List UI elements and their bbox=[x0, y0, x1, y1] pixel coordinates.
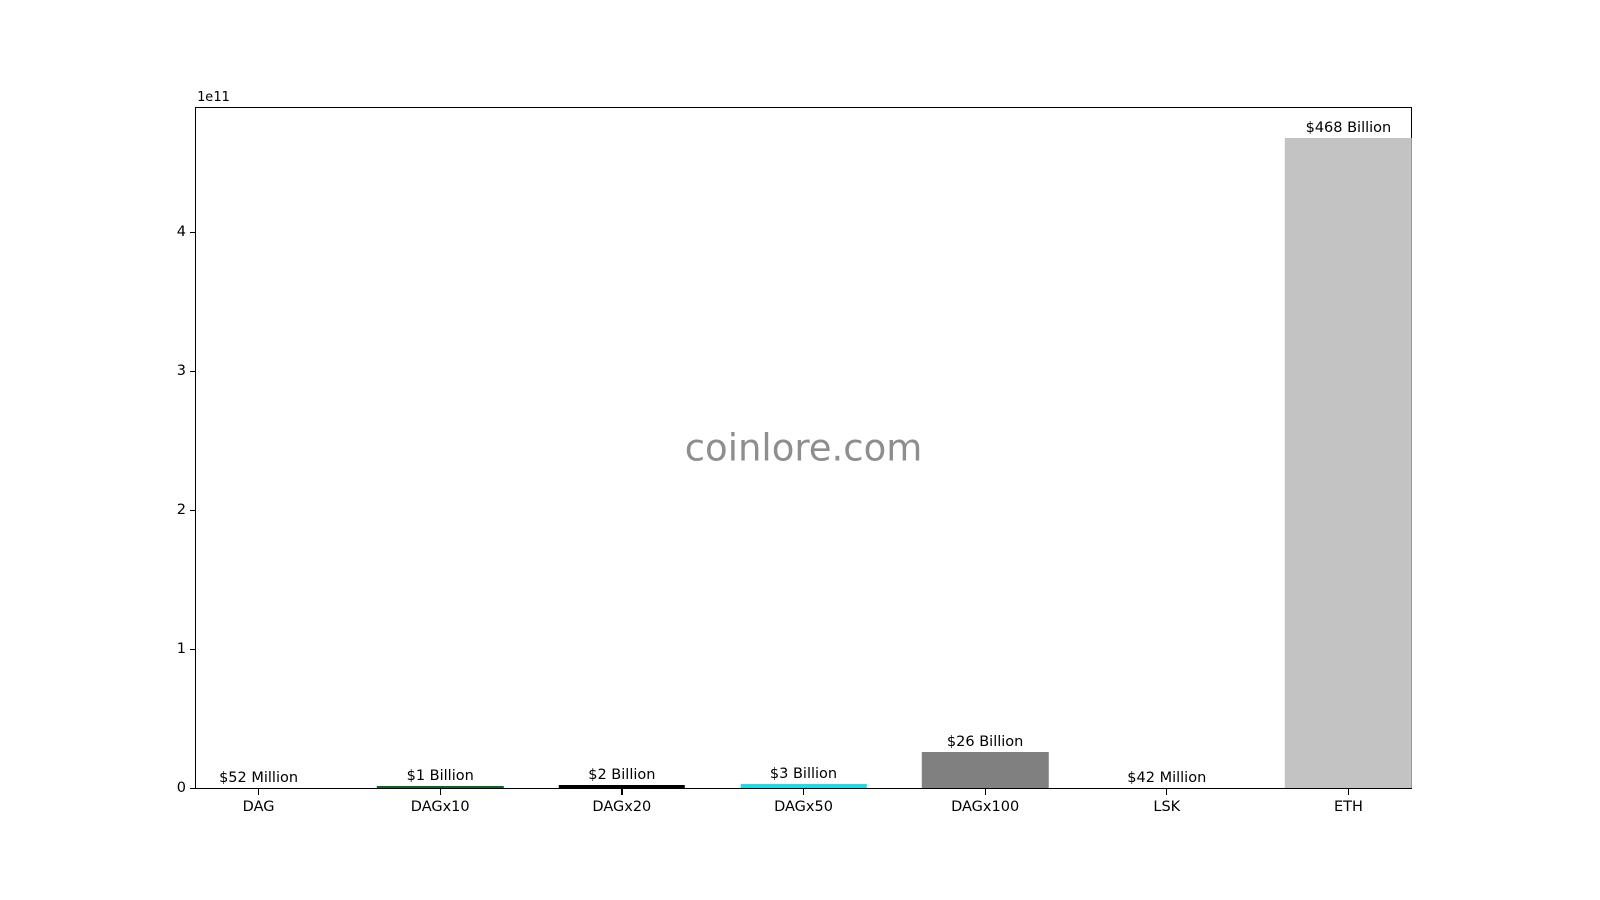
x-tick-label-lsk: LSK bbox=[1153, 799, 1181, 815]
x-tick-mark bbox=[802, 789, 805, 795]
bar-value-label-dag: $52 Million bbox=[219, 769, 299, 786]
y-tick-mark bbox=[190, 648, 195, 651]
bar-dagx20[interactable]: $2 Billion bbox=[558, 767, 686, 788]
bar-dagx100[interactable]: $26 Billion bbox=[921, 734, 1049, 788]
y-tick-label: 4 bbox=[176, 224, 186, 241]
y-tick-mark bbox=[190, 787, 195, 789]
plot-area: 0 1 2 3 4 DAG DAGx10 DAGx20 DAGx50 DAGx100 LSK ETH… bbox=[177, 107, 1412, 815]
watermark: coinlore.com bbox=[684, 426, 923, 470]
x-tick-mark bbox=[439, 789, 441, 795]
x-tick-mark bbox=[621, 789, 623, 795]
y-tick-label: 0 bbox=[176, 779, 186, 796]
y-tick-label: 2 bbox=[176, 501, 186, 518]
y-tick-label: 1 bbox=[176, 640, 186, 657]
x-tick-mark bbox=[257, 789, 260, 795]
bar-dagx50[interactable]: $3 Billion bbox=[740, 766, 867, 788]
axis-spine-top bbox=[195, 107, 1412, 109]
bar-dagx10[interactable]: $1 Billion bbox=[376, 768, 504, 788]
bar-value-label-lsk: $42 Million bbox=[1127, 769, 1207, 786]
y-tick-mark bbox=[190, 509, 195, 512]
x-tick-label-dag: DAG bbox=[242, 799, 275, 815]
axis-spine-bottom bbox=[195, 787, 1412, 789]
y-tick-mark bbox=[190, 370, 195, 373]
y-axis-offset-label: 1e11 bbox=[197, 89, 230, 105]
x-tick-label-eth: ETH bbox=[1333, 799, 1363, 815]
bar-value-label-dagx10: $1 Billion bbox=[406, 768, 474, 785]
bar-eth[interactable]: $468 Billion bbox=[1285, 120, 1412, 788]
x-tick-mark bbox=[984, 789, 986, 795]
y-tick-mark bbox=[190, 232, 195, 234]
bar-value-label-dagx20: $2 Billion bbox=[588, 766, 656, 783]
axis-spine-left bbox=[195, 107, 197, 789]
bar-value-label-eth: $468 Billion bbox=[1305, 119, 1392, 136]
x-tick-label-dagx20: DAGx20 bbox=[592, 799, 652, 815]
x-tick-label-dagx50: DAGx50 bbox=[774, 799, 833, 815]
x-tick-label-dagx100: DAGx100 bbox=[951, 799, 1020, 815]
x-tick-mark bbox=[1166, 789, 1168, 795]
y-tick-label: 3 bbox=[176, 362, 186, 379]
bar-value-label-dagx50: $3 Billion bbox=[769, 765, 838, 782]
x-tick-label-dagx10: DAGx10 bbox=[410, 799, 470, 815]
x-tick-mark bbox=[1347, 789, 1350, 795]
bar-value-label-dagx100: $26 Billion bbox=[946, 733, 1024, 750]
